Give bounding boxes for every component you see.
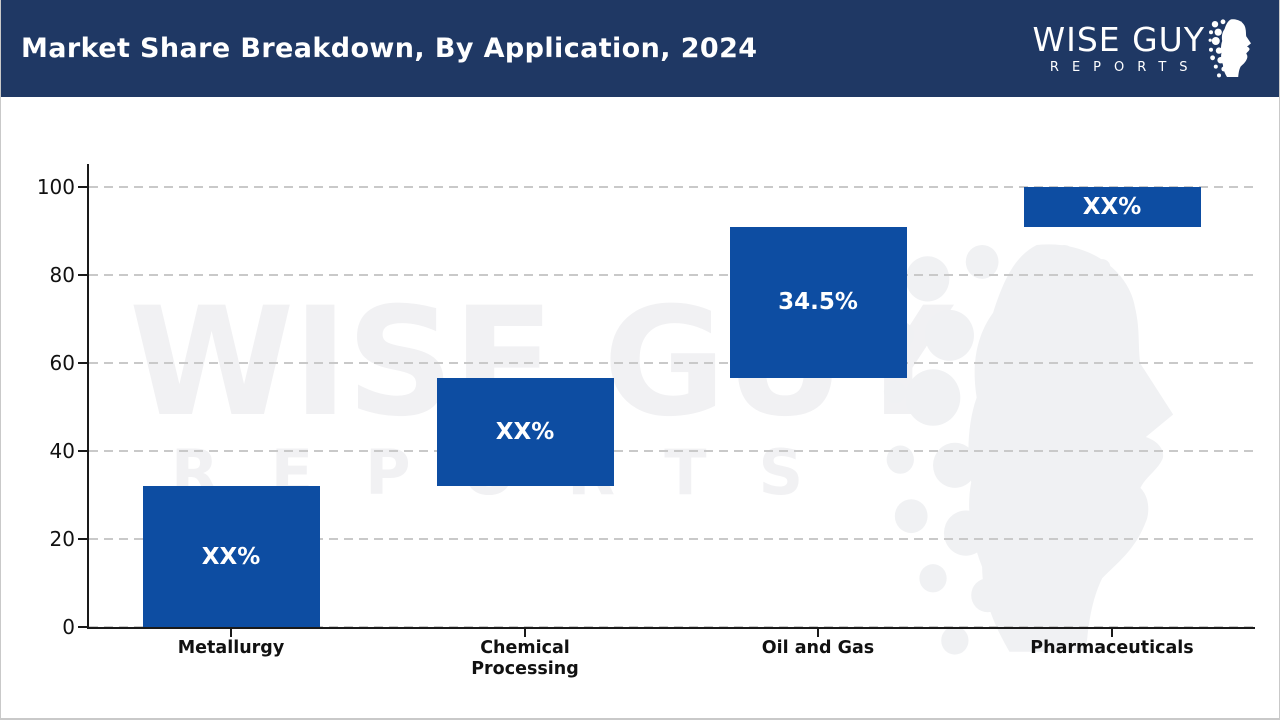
gridline-y-40 <box>89 450 1255 452</box>
y-tick-label-20: 20 <box>49 527 75 551</box>
gridline-y-80 <box>89 274 1255 276</box>
x-tick-mark-2 <box>817 629 819 637</box>
y-tick-mark-60 <box>78 362 87 364</box>
bar-value-label: XX% <box>1082 193 1142 220</box>
gridline-y-20 <box>89 538 1255 540</box>
x-tick-label-2: Oil and Gas <box>761 638 875 658</box>
x-tick-label-3: Pharmaceuticals <box>1030 638 1194 658</box>
logo-wordmark: WISE GUY <box>1032 19 1205 59</box>
bar-value-label: XX% <box>201 543 261 570</box>
bar-value-label: 34.5% <box>778 289 858 316</box>
y-axis <box>87 164 89 629</box>
y-tick-label-0: 0 <box>62 615 75 639</box>
y-tick-mark-80 <box>78 274 87 276</box>
y-tick-mark-40 <box>78 450 87 452</box>
page-title: Market Share Breakdown, By Application, … <box>21 33 758 64</box>
y-tick-mark-100 <box>78 186 87 188</box>
y-tick-label-80: 80 <box>49 263 75 287</box>
gridline-y-60 <box>89 362 1255 364</box>
y-tick-label-40: 40 <box>49 439 75 463</box>
x-tick-label-1: Chemical Processing <box>471 638 579 679</box>
x-axis <box>87 627 1255 629</box>
y-tick-label-60: 60 <box>49 351 75 375</box>
brand-logo-text: WISE GUY REPORTS <box>1032 19 1205 76</box>
brand-logo: WISE GUY REPORTS <box>1032 6 1263 92</box>
watermark-head-icon <box>883 244 1174 655</box>
bar-metallurgy: XX% <box>142 486 320 627</box>
y-tick-label-100: 100 <box>36 175 75 199</box>
header-bar: Market Share Breakdown, By Application, … <box>1 0 1279 97</box>
x-tick-label-0: Metallurgy <box>177 638 285 658</box>
x-tick-mark-0 <box>230 629 232 637</box>
y-tick-mark-20 <box>78 538 87 540</box>
x-tick-mark-3 <box>1111 629 1113 637</box>
gridline-y-100 <box>89 186 1255 188</box>
y-tick-mark-0 <box>78 626 87 628</box>
x-tick-mark-1 <box>524 629 526 637</box>
bar-value-label: XX% <box>495 419 555 446</box>
logo-subtext: REPORTS <box>1049 60 1201 76</box>
bar-chemical-processing: XX% <box>436 378 614 487</box>
bar-pharmaceuticals: XX% <box>1023 187 1201 227</box>
bar-oil-and-gas: 34.5% <box>729 226 907 379</box>
